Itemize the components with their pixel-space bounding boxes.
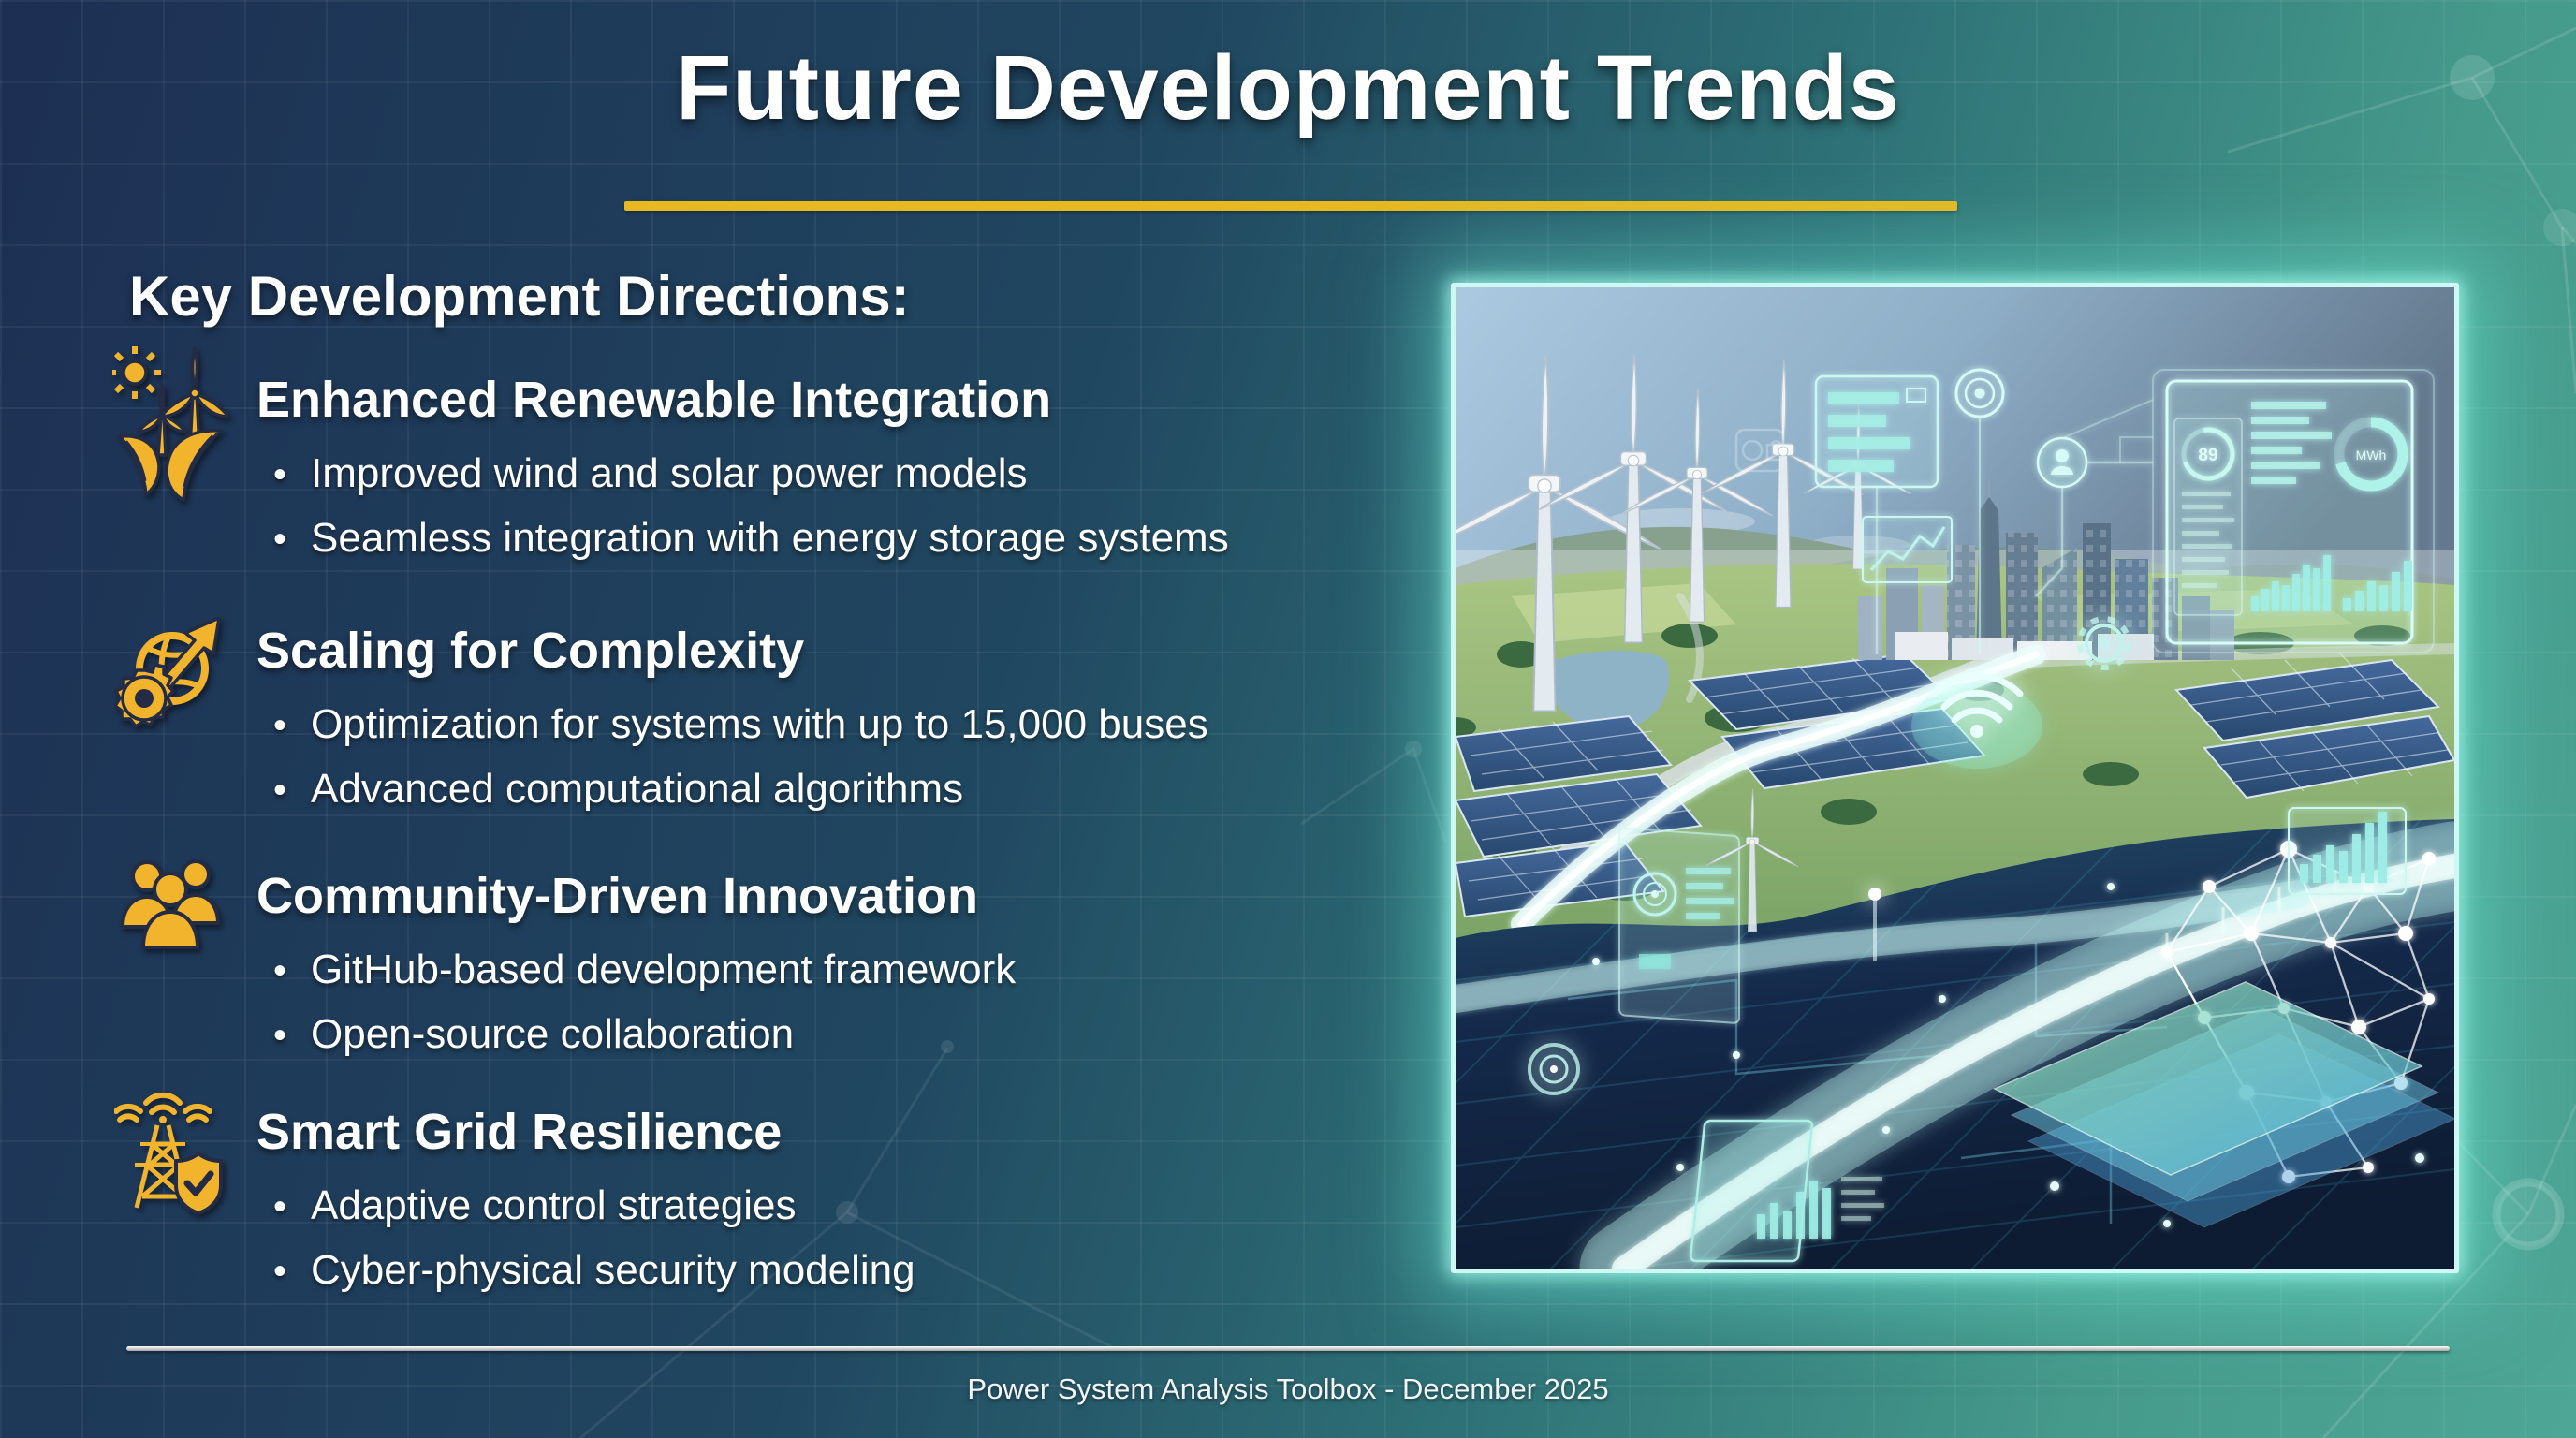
bullet-text: Optimization for systems with up to 15,0…	[311, 701, 1208, 747]
bullet-text: Adaptive control strategies	[311, 1182, 797, 1228]
dashboard-gauge-unit: MWh	[2356, 448, 2387, 462]
bullet-text: Seamless integration with energy storage…	[311, 515, 1229, 561]
scaling-growth-icon	[110, 595, 230, 728]
bullet-icon: •	[273, 1251, 287, 1292]
bullet-icon: •	[273, 1186, 287, 1227]
item-title: Community-Driven Innovation	[256, 868, 979, 924]
bullet-text: Open-source collaboration	[311, 1011, 795, 1057]
smart-grid-shield-icon	[110, 1077, 230, 1215]
bullet-line: • Cyber-physical security modeling	[256, 1239, 915, 1303]
dashboard-gauge-value: 89	[2198, 446, 2217, 465]
bullet-icon: •	[273, 705, 287, 746]
renewable-energy-icon	[110, 345, 230, 502]
list-item-community-innovation: Community-Driven Innovation • GitHub-base…	[110, 841, 1016, 1067]
bullet-text: GitHub-based development framework	[311, 946, 1017, 992]
bullet-line: • Adaptive control strategies	[256, 1174, 915, 1239]
bullet-icon: •	[273, 519, 287, 560]
item-title: Enhanced Renewable Integration	[256, 372, 1052, 428]
bullet-line: • Seamless integration with energy storag…	[256, 506, 1229, 571]
bullet-line: • GitHub-based development framework	[256, 938, 1016, 1003]
bullet-icon: •	[273, 770, 287, 811]
bullet-icon: •	[273, 1015, 287, 1056]
list-item-renewable-integration: Enhanced Renewable Integration • Improved…	[110, 345, 1229, 571]
bullet-text: Improved wind and solar power models	[311, 450, 1028, 496]
bullet-line: • Advanced computational algorithms	[256, 757, 1208, 822]
list-item-scaling-complexity: Scaling for Complexity • Optimization for…	[110, 595, 1208, 822]
bullet-line: • Improved wind and solar power models	[256, 442, 1229, 506]
bullet-text: Advanced computational algorithms	[311, 766, 964, 812]
bullet-icon: •	[273, 454, 287, 495]
item-title: Scaling for Complexity	[256, 623, 805, 679]
bullet-line: • Optimization for systems with up to 15,…	[256, 693, 1208, 757]
item-title: Smart Grid Resilience	[256, 1104, 783, 1160]
footer-divider	[126, 1346, 2450, 1351]
section-heading: Key Development Directions:	[129, 265, 910, 328]
hero-image: 89	[1451, 283, 2459, 1273]
bullet-icon: •	[273, 950, 287, 991]
list-item-smart-grid-resilience: Smart Grid Resilience • Adaptive control …	[110, 1077, 915, 1303]
page-title: Future Development Trends	[676, 37, 1900, 139]
bullet-line: • Open-source collaboration	[256, 1003, 1016, 1067]
community-people-icon	[110, 841, 230, 953]
bullet-text: Cyber-physical security modeling	[311, 1247, 915, 1293]
footer-text: Power System Analysis Toolbox - December…	[967, 1372, 1609, 1405]
title-underline	[624, 201, 1957, 211]
